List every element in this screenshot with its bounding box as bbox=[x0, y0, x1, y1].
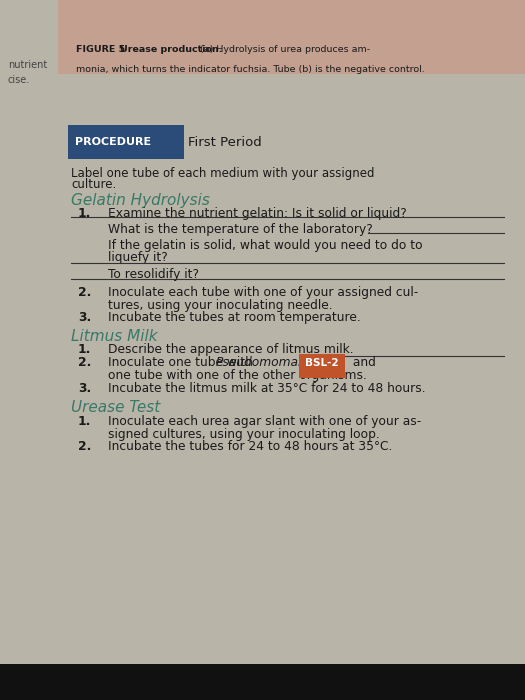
Text: If the gelatin is solid, what would you need to do to: If the gelatin is solid, what would you … bbox=[108, 239, 422, 252]
FancyBboxPatch shape bbox=[0, 664, 525, 700]
Text: 1.: 1. bbox=[78, 343, 91, 356]
Text: FIGURE 5: FIGURE 5 bbox=[76, 46, 132, 55]
Text: Inoculate one tube with: Inoculate one tube with bbox=[108, 356, 256, 370]
Text: and: and bbox=[349, 356, 375, 370]
Text: culture.: culture. bbox=[71, 178, 116, 192]
Text: 2.: 2. bbox=[78, 356, 91, 370]
Text: Examine the nutrient gelatin: Is it solid or liquid?: Examine the nutrient gelatin: Is it soli… bbox=[108, 207, 406, 220]
Text: liquefy it?: liquefy it? bbox=[108, 251, 167, 265]
Text: BSL-2: BSL-2 bbox=[305, 358, 339, 368]
FancyBboxPatch shape bbox=[58, 0, 525, 74]
Text: Inoculate each urea agar slant with one of your as-: Inoculate each urea agar slant with one … bbox=[108, 415, 421, 428]
Text: Inoculate each tube with one of your assigned cul-: Inoculate each tube with one of your ass… bbox=[108, 286, 418, 300]
Text: 3.: 3. bbox=[78, 312, 91, 325]
Text: 1.: 1. bbox=[78, 415, 91, 428]
Text: 2.: 2. bbox=[78, 440, 91, 454]
Text: Urease production.: Urease production. bbox=[120, 46, 222, 55]
Text: Litmus Milk: Litmus Milk bbox=[71, 329, 158, 344]
Text: Pseudomomas: Pseudomomas bbox=[216, 356, 305, 370]
Text: 2.: 2. bbox=[78, 286, 91, 300]
Text: Describe the appearance of litmus milk.: Describe the appearance of litmus milk. bbox=[108, 343, 353, 356]
Text: one tube with one of the other organisms.: one tube with one of the other organisms… bbox=[108, 369, 366, 382]
Text: Gelatin Hydrolysis: Gelatin Hydrolysis bbox=[71, 193, 210, 208]
Text: monia, which turns the indicator fuchsia. Tube (b) is the negative control.: monia, which turns the indicator fuchsia… bbox=[76, 65, 425, 74]
Text: What is the temperature of the laboratory?: What is the temperature of the laborator… bbox=[108, 223, 372, 236]
Text: signed cultures, using your inoculating loop.: signed cultures, using your inoculating … bbox=[108, 428, 380, 441]
Text: Incubate the tubes at room temperature.: Incubate the tubes at room temperature. bbox=[108, 312, 360, 325]
Text: To resolidify it?: To resolidify it? bbox=[108, 268, 198, 281]
Text: PROCEDURE: PROCEDURE bbox=[75, 137, 151, 147]
Text: First Period: First Period bbox=[188, 136, 261, 148]
Text: cise.: cise. bbox=[8, 75, 30, 85]
Text: Incubate the litmus milk at 35°C for 24 to 48 hours.: Incubate the litmus milk at 35°C for 24 … bbox=[108, 382, 425, 395]
Text: 1.: 1. bbox=[78, 207, 91, 220]
Text: Label one tube of each medium with your assigned: Label one tube of each medium with your … bbox=[71, 167, 374, 180]
Text: tures, using your inoculating needle.: tures, using your inoculating needle. bbox=[108, 299, 332, 312]
Text: 3.: 3. bbox=[78, 382, 91, 395]
FancyBboxPatch shape bbox=[0, 0, 58, 700]
FancyBboxPatch shape bbox=[68, 125, 184, 159]
Text: Urease Test: Urease Test bbox=[71, 400, 160, 415]
Text: (a) Hydrolysis of urea produces am-: (a) Hydrolysis of urea produces am- bbox=[197, 46, 371, 55]
Text: nutrient: nutrient bbox=[8, 60, 47, 69]
FancyBboxPatch shape bbox=[299, 354, 345, 378]
Text: Incubate the tubes for 24 to 48 hours at 35°C.: Incubate the tubes for 24 to 48 hours at… bbox=[108, 440, 392, 454]
